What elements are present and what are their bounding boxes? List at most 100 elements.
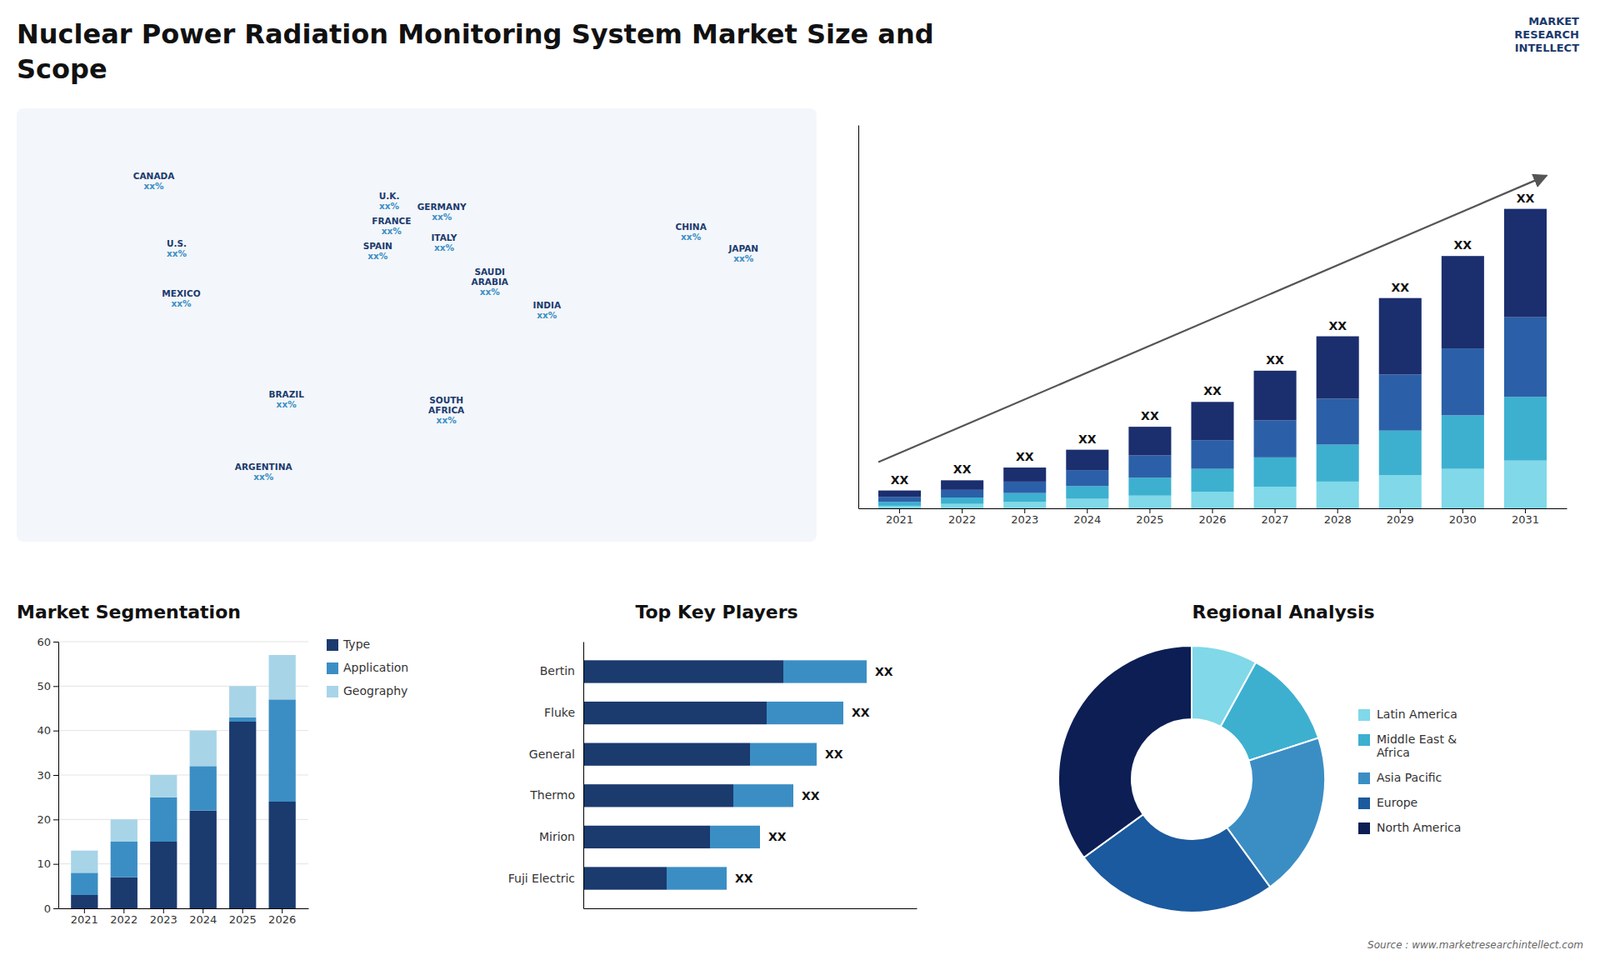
- stack-label: XX: [953, 462, 972, 476]
- tick-label: 2025: [229, 913, 257, 926]
- text-line: FRANCE: [371, 215, 411, 226]
- bar: [1316, 481, 1360, 509]
- tick: 2029: [1386, 508, 1415, 526]
- tick-mark: [281, 908, 283, 914]
- tick-mark: [53, 908, 59, 910]
- map-label: CHINAxx%: [675, 221, 707, 242]
- tick: 2025: [1135, 508, 1164, 526]
- legend-swatch: [1358, 734, 1370, 746]
- map-label: CANADAxx%: [133, 170, 175, 191]
- tick: General: [529, 747, 584, 761]
- bar: [940, 490, 984, 498]
- tick-mark: [1462, 508, 1464, 514]
- bar: [70, 850, 98, 874]
- text-line: Scope: [16, 53, 108, 85]
- country-value: xx%: [144, 180, 165, 191]
- bar: [1003, 481, 1046, 494]
- bar: [1003, 501, 1046, 509]
- tick: 2028: [1324, 508, 1352, 526]
- map-label: ITALYxx%: [430, 232, 457, 253]
- bar: [583, 866, 667, 890]
- tick-label: 60: [36, 635, 51, 649]
- tick-label: 2024: [1073, 513, 1101, 526]
- legend: TypeApplicationGeography: [326, 637, 409, 698]
- tick-label: 2029: [1386, 513, 1415, 526]
- bar: [1003, 467, 1046, 482]
- tick: Fluke: [544, 705, 584, 720]
- legend-swatch: [1358, 772, 1370, 785]
- tick-label: 2023: [150, 913, 178, 926]
- text-line: Middle East &: [1376, 732, 1457, 746]
- bar: [583, 660, 784, 683]
- bar: [1379, 374, 1422, 430]
- map-label: GERMANYxx%: [417, 201, 467, 222]
- text-line: INDIA: [533, 300, 562, 310]
- tick: 30: [36, 769, 59, 782]
- bar: [1441, 415, 1485, 469]
- bar: [1190, 401, 1234, 440]
- country-value: xx%: [436, 415, 458, 425]
- bar: [710, 825, 760, 849]
- bar: [1128, 426, 1171, 455]
- tick-mark: [53, 685, 59, 687]
- bar: [1190, 469, 1234, 493]
- country-name: BRAZIL: [268, 389, 305, 400]
- bar: [1441, 255, 1485, 349]
- legend-swatch: [326, 662, 339, 675]
- country-value: xx%: [434, 242, 455, 253]
- tick: Bertin: [540, 664, 584, 678]
- tick: Thermo: [529, 788, 584, 802]
- bar: [1316, 336, 1360, 400]
- bar: [940, 497, 984, 505]
- legend-entry: Middle East &Africa: [1376, 732, 1457, 760]
- bar: [1065, 450, 1109, 470]
- legend-swatch: [1358, 797, 1370, 810]
- bar: [1441, 469, 1485, 509]
- bar-label: XX: [768, 830, 787, 844]
- country-name: FRANCE: [371, 215, 411, 226]
- bar: [878, 496, 921, 502]
- tick-mark: [53, 730, 59, 732]
- tick-label: 2021: [70, 913, 99, 926]
- bar: [190, 810, 217, 909]
- tick-label: 50: [36, 680, 51, 693]
- legend-swatch: [1358, 822, 1370, 835]
- text-line: Source : www.marketresearchintellect.com: [1367, 939, 1584, 951]
- tick: 2021: [70, 908, 99, 926]
- tick-mark: [84, 908, 85, 914]
- tick-mark: [163, 908, 165, 914]
- text-line: ARABIA: [471, 276, 510, 287]
- plot: 2021202220232024202520260102030405060Typ…: [36, 635, 409, 927]
- x-axis: 202120222023202420252026: [59, 908, 310, 926]
- bar: [269, 655, 296, 700]
- country-name: JAPAN: [727, 243, 759, 254]
- bar: [190, 765, 217, 810]
- tick: 2022: [110, 908, 138, 926]
- plot: BertinFlukeGeneralThermoMirionFuji Elect…: [508, 642, 918, 910]
- tick-mark: [1024, 508, 1025, 514]
- bar-label: XX: [875, 665, 894, 679]
- bar: [1441, 348, 1485, 415]
- text-line: Latin America: [1376, 707, 1458, 721]
- x-axis: 2021202220232024202520262027202820292030…: [859, 508, 1568, 526]
- donut: [1058, 645, 1325, 913]
- country-value: xx%: [480, 286, 501, 297]
- tick-mark: [1337, 508, 1339, 514]
- tick-mark: [53, 864, 59, 865]
- tick-label: 2022: [948, 513, 976, 526]
- tick-label: 40: [36, 724, 51, 737]
- map-background: [16, 108, 817, 542]
- tick-label: 20: [36, 813, 51, 826]
- bar: [583, 701, 767, 725]
- trend-arrow: [878, 175, 1547, 463]
- tick-label: 2023: [1010, 513, 1039, 526]
- country-name: ARGENTINA: [235, 461, 294, 472]
- bar-label: XX: [735, 871, 754, 885]
- bar: [229, 717, 256, 722]
- text-line: BRAZIL: [268, 389, 305, 400]
- text-line: U.S.: [166, 238, 187, 249]
- text-line: AFRICA: [428, 405, 465, 415]
- bar: [583, 825, 710, 849]
- axis-line: [858, 125, 860, 510]
- stack-label: XX: [1328, 319, 1347, 333]
